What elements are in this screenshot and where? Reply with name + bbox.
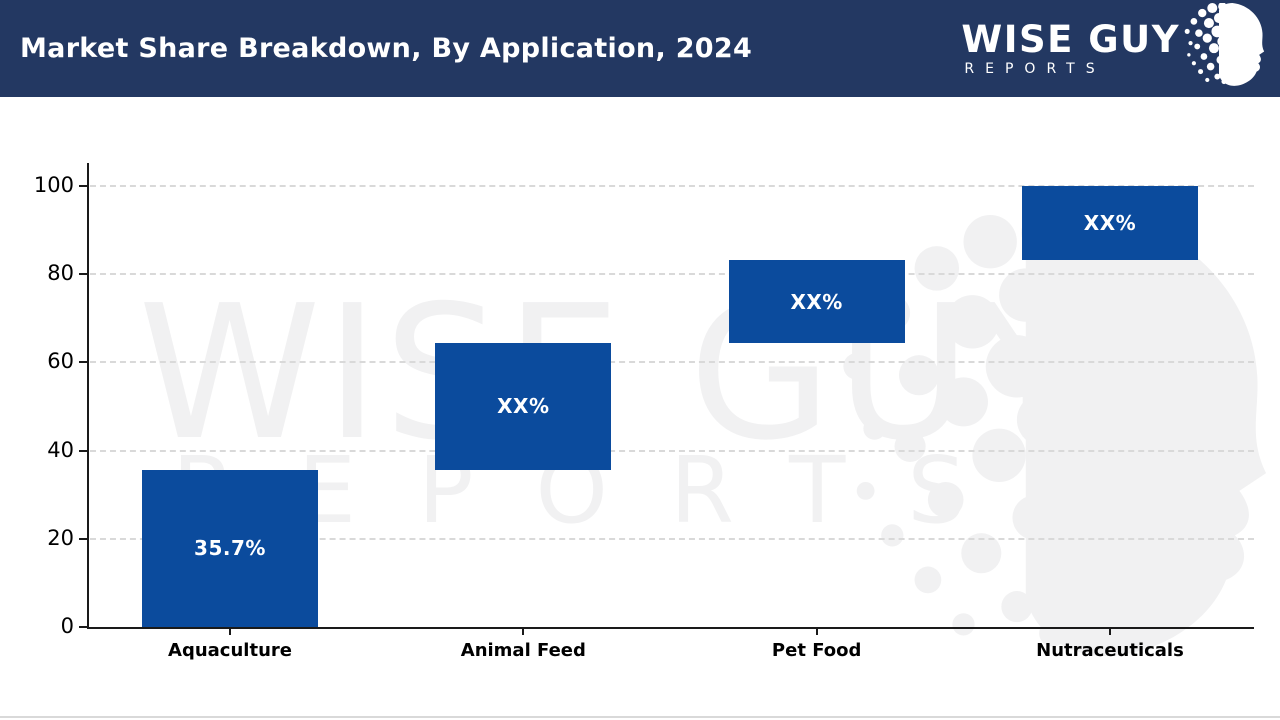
y-tick-80 (79, 273, 87, 276)
gridline-100 (90, 185, 1254, 187)
x-tick-pet-food (815, 629, 818, 635)
logo-text: WISE GUY REPORTS (961, 21, 1180, 76)
bar-pet-food: XX% (728, 260, 905, 344)
gridline-40 (90, 449, 1254, 452)
bar-value-label-nutraceuticals: XX% (1083, 211, 1137, 236)
page-title: Market Share Breakdown, By Application, … (20, 33, 753, 64)
header-bar: Market Share Breakdown, By Application, … (0, 0, 1280, 97)
logo-dot-face-icon (1184, 2, 1265, 86)
bottom-divider (0, 716, 1280, 718)
logo-wordmark: WISE GUY (961, 18, 1180, 61)
gridline-80 (90, 273, 1254, 276)
y-tick-40 (79, 449, 87, 452)
watermark: WISE GUY REPORTS (138, 210, 1267, 657)
x-tick-label-pet-food: Pet Food (771, 640, 862, 661)
gridline-60 (90, 361, 1254, 364)
wise-guy-reports-logo: WISE GUY REPORTS (961, 2, 1266, 95)
bar-animal-feed: XX% (435, 343, 612, 470)
gridline-20 (90, 537, 1254, 540)
chart-area: WISE GUY REPORTS 0 20 40 60 80 100 35.7% Aquacu… (0, 97, 1280, 717)
plot: 0 20 40 60 80 100 35.7% Aquaculture XX% Animal Fe… (0, 97, 1280, 717)
x-tick-aquaculture (229, 629, 231, 635)
y-tick-label-100: 100 (33, 173, 74, 197)
y-tick-label-40: 40 (47, 437, 74, 462)
x-tick-nutraceuticals (1108, 629, 1111, 635)
y-tick-60 (79, 361, 87, 364)
y-axis-line (87, 163, 89, 629)
y-tick-100 (79, 185, 87, 187)
y-tick-label-80: 80 (47, 261, 74, 286)
y-tick-20 (79, 537, 87, 540)
bar-nutraceuticals: XX% (1021, 186, 1198, 261)
y-tick-0 (79, 626, 87, 628)
x-tick-label-nutraceuticals: Nutraceuticals (1036, 640, 1184, 661)
bar-value-label-pet-food: XX% (790, 289, 843, 314)
x-tick-animal-feed (522, 629, 525, 635)
y-tick-label-0: 0 (60, 614, 74, 638)
y-tick-label-60: 60 (47, 349, 74, 374)
watermark-wordmark: WISE GUY (138, 265, 1092, 481)
y-tick-label-20: 20 (47, 525, 74, 550)
bar-aquaculture: 35.7% (142, 469, 318, 627)
bar-value-label-aquaculture: 35.7% (194, 536, 266, 561)
x-tick-label-animal-feed: Animal Feed (460, 640, 586, 661)
logo-subtitle: REPORTS (964, 61, 1106, 77)
bar-value-label-animal-feed: XX% (497, 394, 550, 419)
x-axis-line (87, 627, 1254, 629)
x-tick-label-aquaculture: Aquaculture (168, 640, 292, 661)
